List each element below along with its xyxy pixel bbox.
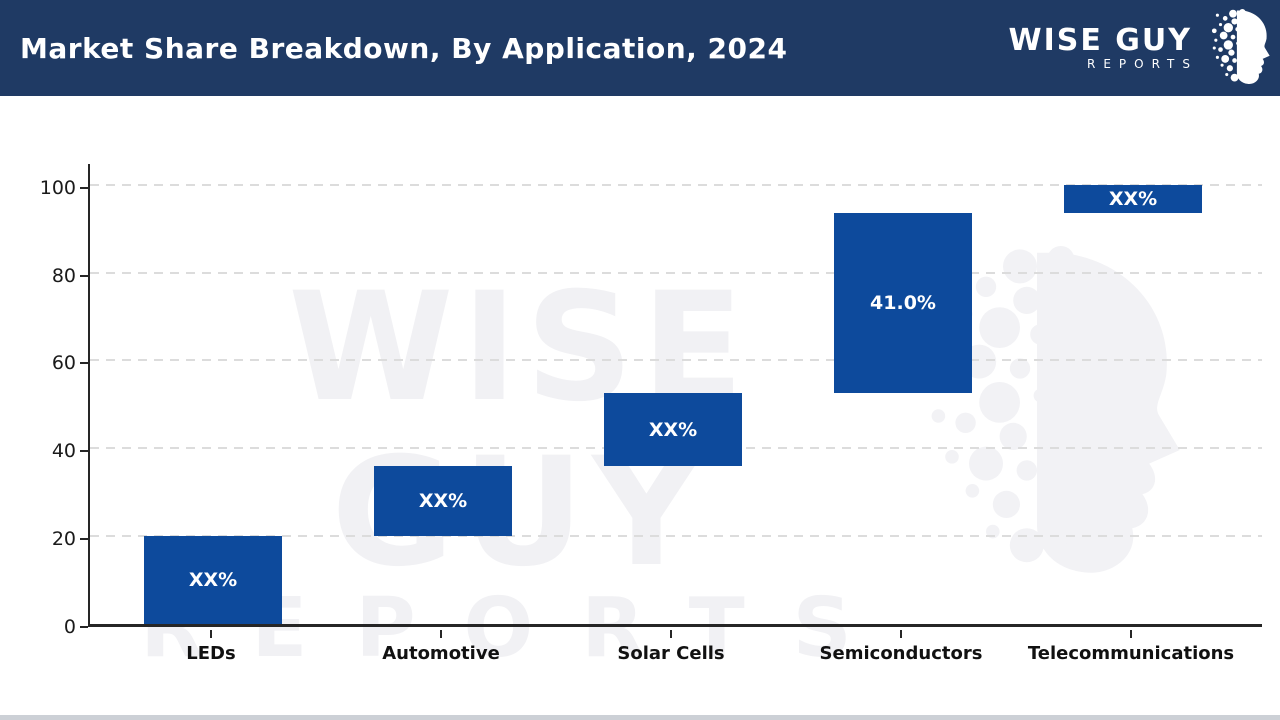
y-axis-tick-label: 0: [63, 616, 76, 638]
bar-value-label: XX%: [1108, 188, 1158, 210]
y-axis-tick-label: 100: [39, 176, 76, 199]
page-title: Market Share Breakdown, By Application, …: [20, 31, 788, 65]
wiseguy-logo: WISE GUY REPORTS: [1008, 0, 1280, 96]
gridline-60: [90, 359, 1262, 362]
bar-value-label: XX%: [188, 569, 238, 592]
y-axis-tick-label: 60: [51, 352, 76, 375]
x-axis-tick-mark: [900, 630, 902, 638]
wiseguy-logo-text: WISE GUY REPORTS: [1008, 25, 1192, 71]
y-axis-tick-label: 20: [51, 528, 76, 551]
y-axis-tick-mark: [80, 186, 88, 189]
y-axis-tick-mark: [80, 626, 88, 628]
plot-area: XX% XX% XX% 41.0% XX%: [88, 164, 1262, 627]
bar-value-label: XX%: [648, 418, 698, 441]
gridline-80: [90, 271, 1262, 274]
x-axis-category-label: Solar Cells: [617, 643, 725, 664]
gridline-100: [90, 183, 1262, 186]
y-axis-tick-label: 80: [51, 264, 76, 287]
bar-automotive: XX%: [374, 465, 512, 537]
wiseguy-face-icon: [1194, 6, 1272, 90]
bar-leds: XX%: [144, 536, 282, 624]
y-axis-tick-mark: [80, 538, 88, 541]
x-axis-tick-mark: [670, 630, 672, 638]
header: Market Share Breakdown, By Application, …: [0, 0, 1280, 96]
logo-wordmark: WISE GUY: [1008, 23, 1192, 59]
x-axis-category-label: LEDs: [186, 643, 236, 664]
y-axis-tick-mark: [80, 362, 88, 365]
footer-divider: [0, 715, 1280, 720]
y-axis-tick-mark: [80, 450, 88, 453]
bar-solar-cells: XX%: [604, 393, 742, 466]
x-axis-category-label: Automotive: [382, 643, 500, 664]
x-axis-tick-mark: [1130, 630, 1132, 638]
y-axis-tick-mark: [80, 274, 88, 277]
x-axis-category-label: Semiconductors: [819, 643, 983, 664]
bar-value-label: XX%: [418, 490, 468, 513]
bar-semiconductors: 41.0%: [834, 213, 972, 394]
y-axis-tick-label: 40: [51, 440, 76, 463]
gridline-20: [90, 535, 1262, 538]
bar-telecommunications: XX%: [1064, 184, 1202, 214]
chart-area: WISE GUY REPORTS XX% XX% XX% 41.0% XX% 0 20 40…: [0, 96, 1280, 716]
logo-subtext: REPORTS: [1086, 56, 1198, 71]
x-axis-tick-mark: [210, 630, 212, 638]
x-axis-tick-mark: [440, 630, 442, 638]
bar-value-label: 41.0%: [870, 292, 936, 315]
x-axis-category-label: Telecommunications: [1027, 643, 1235, 664]
